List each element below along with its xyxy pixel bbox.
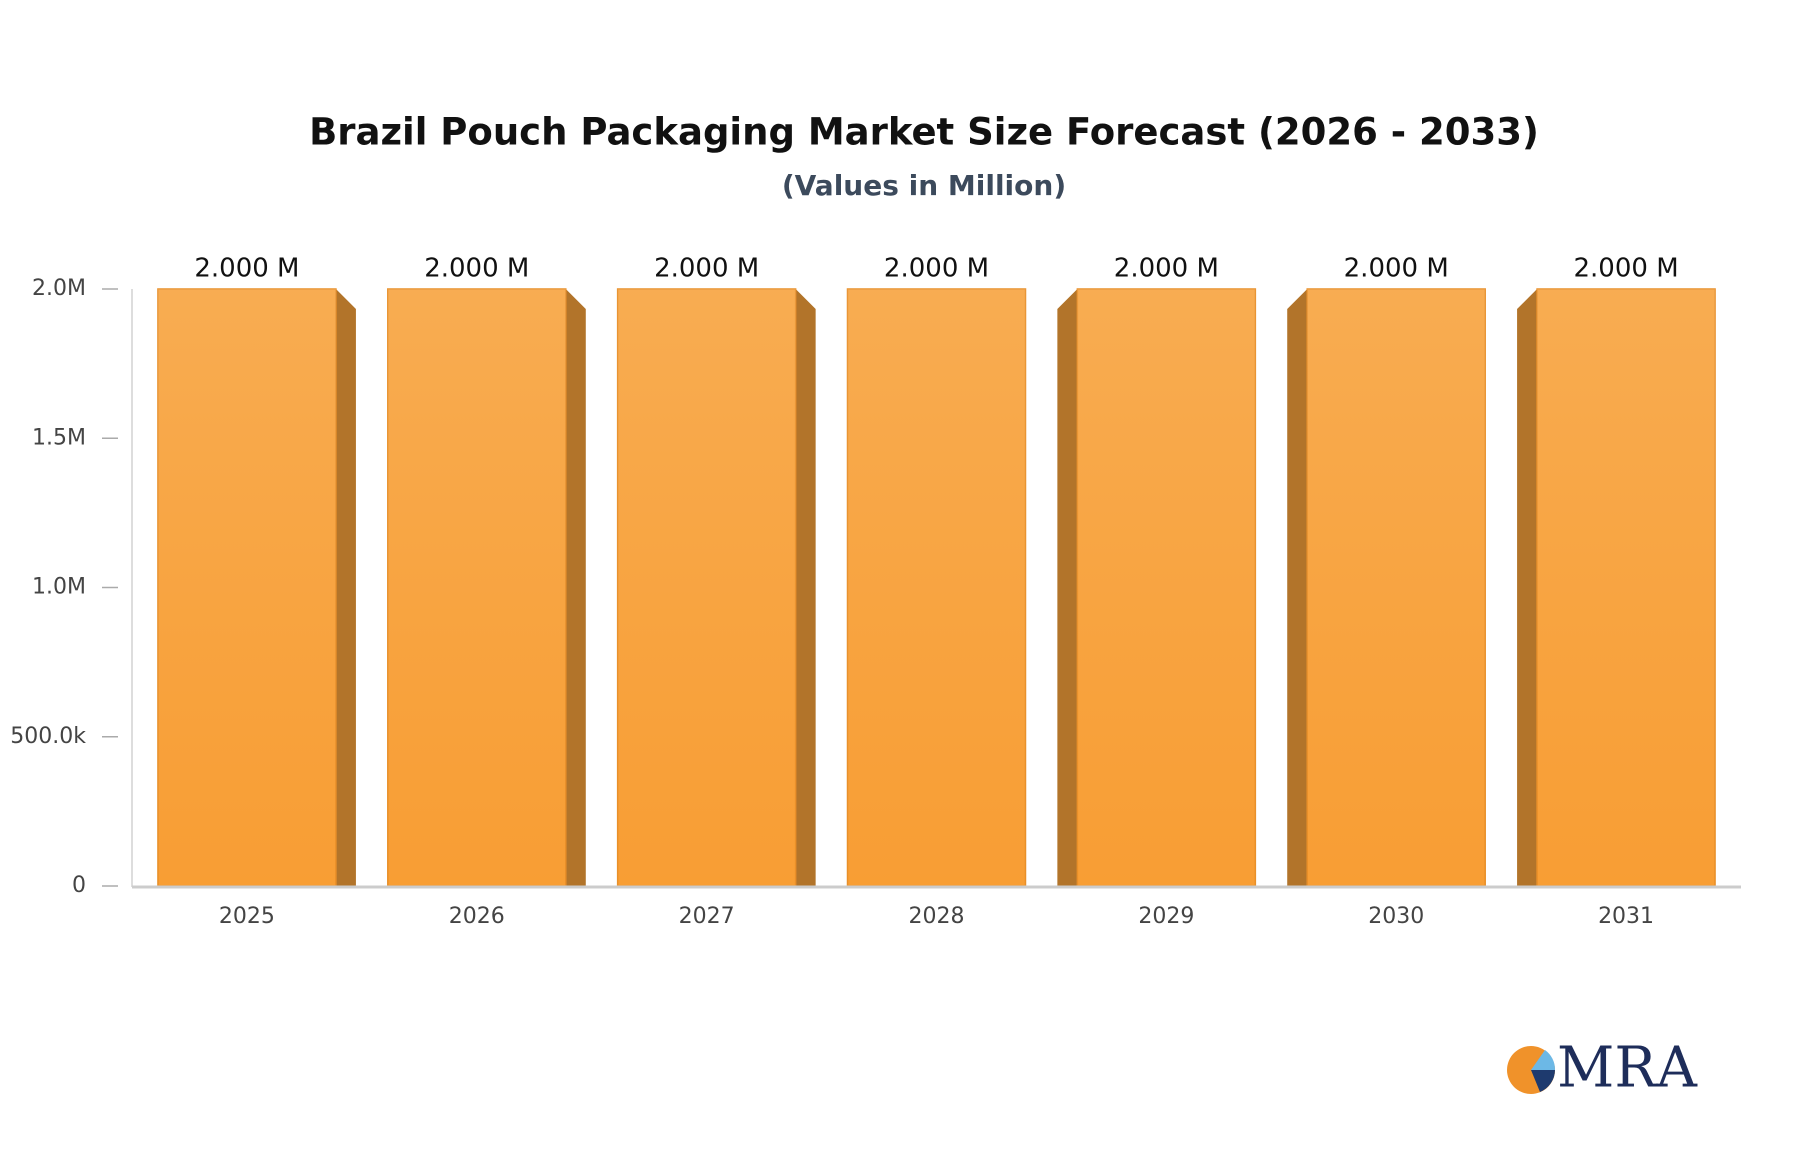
bar-side <box>565 289 586 886</box>
logo-icon <box>1531 1050 1556 1070</box>
bar-shade <box>847 289 1026 886</box>
x-tick-label: 2027 <box>679 904 735 929</box>
value-label: 2.000 M <box>654 254 759 284</box>
bar-shade <box>387 289 566 886</box>
x-tick-label: 2030 <box>1368 904 1424 929</box>
bar-side <box>335 289 356 886</box>
value-label: 2.000 M <box>1114 254 1219 284</box>
x-tick-label: 2028 <box>909 904 965 929</box>
value-label: 2.000 M <box>1574 254 1679 284</box>
y-tick-label: 1.0M <box>32 575 86 600</box>
chart-subtitle: (Values in Million) <box>782 169 1066 202</box>
value-label: 2.000 M <box>424 254 529 284</box>
y-tick-label: 2.0M <box>32 276 86 301</box>
bar-side <box>1517 289 1538 886</box>
bar-shade <box>157 289 336 886</box>
y-tick-label: 1.5M <box>32 425 86 450</box>
y-tick-label: 0 <box>72 873 86 898</box>
x-tick-label: 2025 <box>219 904 275 929</box>
x-tick-label: 2031 <box>1598 904 1654 929</box>
logo-text: MRA <box>1557 1036 1698 1101</box>
value-label: 2.000 M <box>884 254 989 284</box>
bar-shade <box>617 289 796 886</box>
x-tick-label: 2029 <box>1138 904 1194 929</box>
y-tick-label: 500.0k <box>10 724 86 749</box>
bar-side <box>795 289 816 886</box>
bar-shade <box>1077 289 1256 886</box>
bar-shade <box>1537 289 1716 886</box>
bar-side <box>1287 289 1308 886</box>
chart-title: Brazil Pouch Packaging Market Size Forec… <box>309 111 1539 154</box>
value-label: 2.000 M <box>194 254 299 284</box>
bar-shade <box>1307 289 1486 886</box>
x-tick-label: 2026 <box>449 904 505 929</box>
logo-icon <box>1531 1070 1555 1092</box>
bar-side <box>1057 289 1078 886</box>
value-label: 2.000 M <box>1344 254 1449 284</box>
logo: MRA <box>1507 1036 1698 1101</box>
